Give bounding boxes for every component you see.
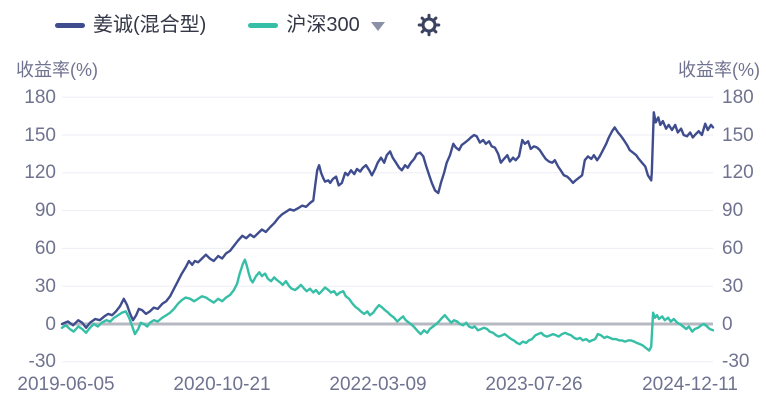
benchmark-series-line	[60, 258, 715, 352]
y-axis-title-right: 收益率(%)	[678, 60, 760, 80]
y-tick-label-left: 60	[34, 238, 56, 259]
y-tick-label-left: -30	[28, 351, 56, 372]
y-tick-label-left: 120	[24, 162, 56, 183]
gear-icon	[417, 13, 441, 37]
y-tick-label-left: 150	[24, 125, 56, 146]
y-tick-label-right: 0	[722, 314, 733, 335]
y-tick-label-right: 120	[722, 162, 754, 183]
y-tick-label-right: -30	[722, 351, 750, 372]
fund-series-line	[60, 111, 715, 329]
legend-item-benchmark[interactable]: 沪深300	[248, 12, 385, 38]
legend-item-fund[interactable]: 姜诚(混合型)	[55, 12, 206, 38]
y-tick-label-right: 90	[722, 200, 744, 221]
y-tick-label-left: 180	[24, 87, 56, 108]
chart-legend: 姜诚(混合型) 沪深300	[55, 12, 441, 38]
x-tick-label: 2019-06-05	[17, 374, 115, 395]
x-tick-label: 2020-10-21	[173, 374, 271, 395]
x-tick-label: 2024-12-11	[642, 374, 738, 395]
y-tick-label-right: 60	[722, 238, 744, 259]
y-tick-label-right: 150	[722, 125, 754, 146]
x-tick-label: 2023-07-26	[485, 374, 583, 395]
y-axis-title-left: 收益率(%)	[16, 60, 98, 80]
y-tick-label-right: 180	[722, 87, 754, 108]
y-tick-label-left: 30	[34, 276, 56, 297]
benchmark-line-swatch	[248, 22, 279, 28]
y-tick-label-right: 30	[722, 276, 744, 297]
legend-label-benchmark: 沪深300	[286, 14, 360, 36]
legend-label-fund: 姜诚(混合型)	[93, 14, 207, 36]
fund-line-swatch	[55, 22, 85, 28]
chevron-down-icon[interactable]	[370, 21, 385, 31]
y-tick-label-left: 0	[45, 314, 56, 335]
x-tick-label: 2022-03-09	[329, 374, 427, 395]
settings-button[interactable]	[417, 13, 441, 37]
y-tick-label-left: 90	[34, 200, 56, 221]
